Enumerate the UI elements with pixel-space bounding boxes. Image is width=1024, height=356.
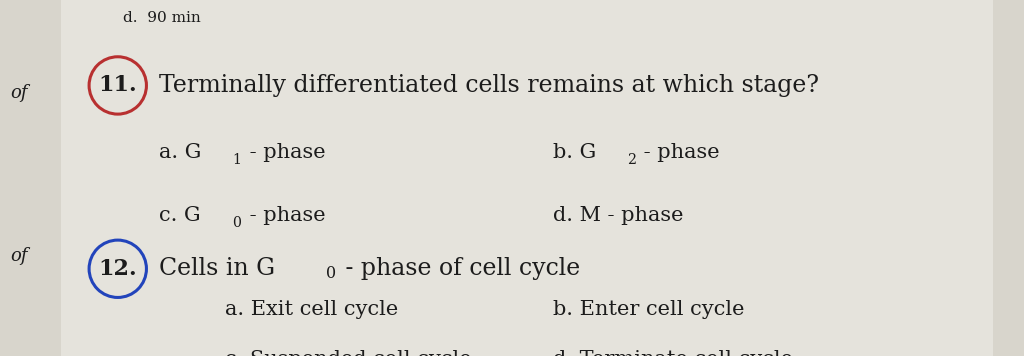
Text: Terminally differentiated cells remains at which stage?: Terminally differentiated cells remains …: [159, 74, 819, 97]
Text: b. Enter cell cycle: b. Enter cell cycle: [553, 300, 744, 319]
Text: d. M - phase: d. M - phase: [553, 206, 683, 225]
Text: b. G: b. G: [553, 143, 596, 162]
Text: d.  90 min: d. 90 min: [123, 11, 201, 25]
Text: a. G: a. G: [159, 143, 201, 162]
Text: - phase of cell cycle: - phase of cell cycle: [338, 257, 581, 280]
Text: 2: 2: [627, 153, 636, 167]
Text: 0: 0: [232, 216, 242, 230]
Text: 11.: 11.: [98, 74, 137, 96]
Text: - phase: - phase: [243, 143, 326, 162]
Text: Cells in G: Cells in G: [159, 257, 274, 280]
Text: d. Terminate cell cycle: d. Terminate cell cycle: [553, 350, 793, 356]
Text: 1: 1: [232, 153, 242, 167]
Text: of: of: [10, 247, 28, 265]
FancyBboxPatch shape: [61, 0, 993, 356]
Text: 0: 0: [326, 265, 336, 282]
Text: - phase: - phase: [637, 143, 720, 162]
Text: - phase: - phase: [243, 206, 326, 225]
Text: c. G: c. G: [159, 206, 201, 225]
Text: a. Exit cell cycle: a. Exit cell cycle: [225, 300, 398, 319]
Text: of: of: [10, 84, 28, 101]
Text: c. Suspended cell cycle: c. Suspended cell cycle: [225, 350, 472, 356]
Text: 12.: 12.: [98, 258, 137, 280]
